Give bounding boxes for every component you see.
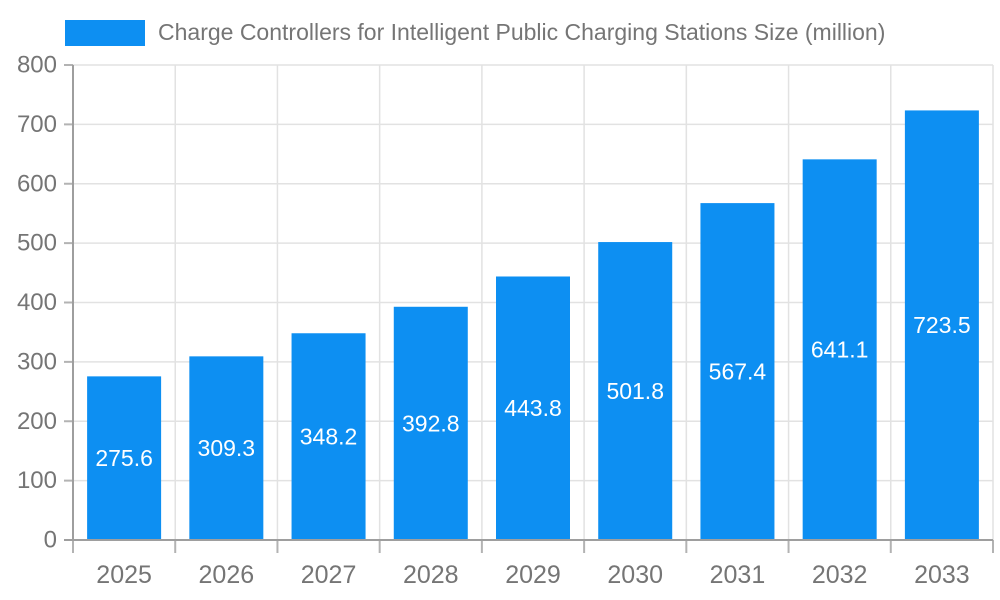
x-tick-label: 2025: [96, 561, 152, 589]
bar-value-label: 348.2: [300, 424, 358, 450]
bar-value-label: 501.8: [606, 378, 664, 404]
x-tick-label: 2033: [914, 561, 970, 589]
y-tick-label: 600: [17, 170, 57, 197]
x-tick-label: 2030: [607, 561, 663, 589]
legend-label: Charge Controllers for Intelligent Publi…: [158, 19, 886, 45]
bar-value-label: 641.1: [811, 337, 869, 363]
x-tick-label: 2026: [199, 561, 255, 589]
bar-2029: [496, 276, 570, 539]
bar-2031: [700, 203, 775, 539]
bar-value-label: 567.4: [709, 359, 767, 385]
y-tick-label: 400: [17, 289, 57, 316]
bar-value-label: 723.5: [913, 312, 971, 338]
y-tick-label: 500: [17, 230, 57, 257]
legend-swatch: [65, 19, 145, 46]
x-tick-label: 2031: [710, 561, 766, 589]
bar-value-label: 275.6: [95, 445, 153, 471]
x-tick-label: 2029: [505, 561, 561, 589]
x-tick-label: 2032: [812, 561, 868, 589]
bar-2026: [189, 356, 264, 539]
y-tick-label: 700: [17, 111, 57, 138]
x-tick-label: 2028: [403, 561, 459, 589]
bar-value-label: 392.8: [402, 410, 460, 436]
y-tick-label: 800: [17, 52, 57, 79]
y-tick-label: 0: [44, 527, 57, 554]
y-tick-label: 100: [17, 467, 57, 494]
bar-2028: [393, 306, 468, 539]
bar-2032: [802, 159, 877, 540]
bar-2027: [291, 333, 366, 539]
bar-value-label: 443.8: [504, 395, 562, 421]
y-tick-label: 200: [17, 408, 57, 435]
bar-value-label: 309.3: [198, 435, 256, 461]
bar-2030: [598, 242, 673, 539]
legend: Charge Controllers for Intelligent Publi…: [65, 19, 885, 46]
bar-2025: [87, 376, 162, 539]
bar-2033: [904, 110, 979, 539]
y-tick-label: 300: [17, 348, 57, 375]
x-tick-label: 2027: [301, 561, 357, 589]
